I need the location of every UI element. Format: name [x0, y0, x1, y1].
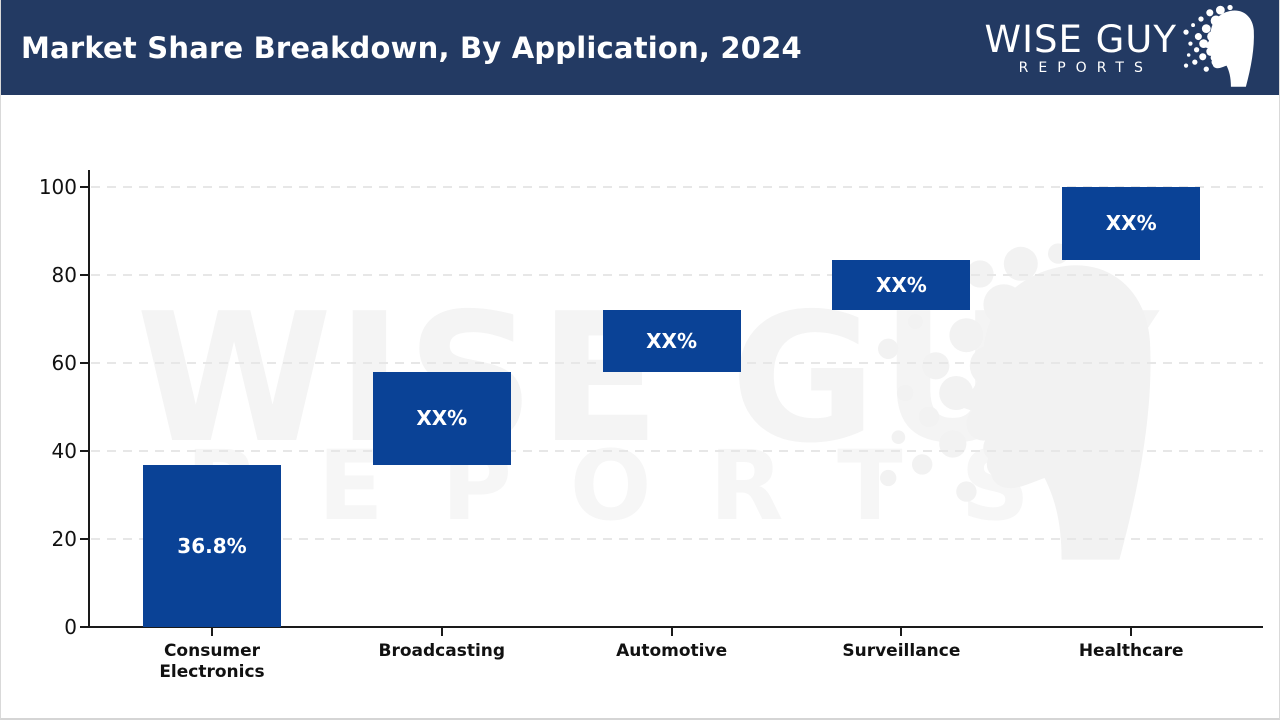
y-tick-label-40: 40	[51, 439, 77, 463]
header-bar: Market Share Breakdown, By Application, …	[1, 0, 1279, 95]
bar-surveillance: XX%	[832, 259, 971, 311]
bar-value-label: XX%	[646, 328, 698, 353]
y-tick-mark-20	[80, 538, 88, 540]
category-label-automotive: Automotive	[616, 641, 728, 661]
bar-value-label: XX%	[416, 406, 468, 431]
y-tick-label-0: 0	[64, 615, 77, 639]
gridline-20	[91, 538, 1263, 540]
gridline-40	[91, 450, 1263, 452]
logo-subtext: REPORTS	[1018, 59, 1153, 76]
x-tick-mark-1	[211, 628, 213, 636]
x-tick-mark-2	[440, 628, 443, 636]
y-tick-mark-40	[80, 450, 88, 452]
bar-value-label: XX%	[1105, 211, 1157, 236]
y-axis-line	[88, 170, 90, 628]
logo-wordmark: WISE GUY	[984, 17, 1177, 61]
page-title: Market Share Breakdown, By Application, …	[21, 30, 802, 65]
bar-broadcasting: XX%	[372, 371, 511, 466]
x-tick-mark-5	[1130, 628, 1133, 636]
category-label-broadcasting: Broadcasting	[378, 641, 506, 661]
y-tick-label-100: 100	[38, 175, 77, 199]
bar-value-label: XX%	[875, 272, 927, 297]
y-tick-mark-100	[80, 186, 88, 188]
logo-text: WISE GUY REPORTS	[985, 21, 1177, 75]
bar-consumer-electronics: 36.8%	[143, 465, 281, 627]
category-label-surveillance: Surveillance	[842, 641, 961, 661]
plot-area: 0 20 40 60 80 100 36.8% Consumer Electronics XX%…	[1, 95, 1279, 718]
x-tick-mark-4	[900, 628, 903, 636]
y-tick-mark-60	[80, 362, 88, 364]
gridline-100	[91, 186, 1263, 188]
y-tick-label-60: 60	[51, 351, 77, 375]
y-tick-label-20: 20	[51, 527, 77, 551]
category-label-healthcare: Healthcare	[1078, 641, 1184, 661]
wise-guy-logo: WISE GUY REPORTS	[985, 4, 1267, 92]
bar-value-label: 36.8%	[177, 534, 247, 559]
y-tick-mark-80	[80, 274, 88, 276]
gridline-80	[91, 274, 1263, 276]
bar-healthcare: XX%	[1062, 187, 1201, 260]
y-tick-label-80: 80	[51, 263, 77, 287]
category-label-consumer-electronics: Consumer Electronics	[159, 641, 265, 683]
x-axis-line	[88, 626, 1263, 628]
x-tick-mark-3	[670, 628, 673, 636]
bar-automotive: XX%	[602, 310, 741, 372]
logo-face-icon	[1183, 4, 1254, 87]
y-tick-mark-0	[80, 626, 88, 628]
